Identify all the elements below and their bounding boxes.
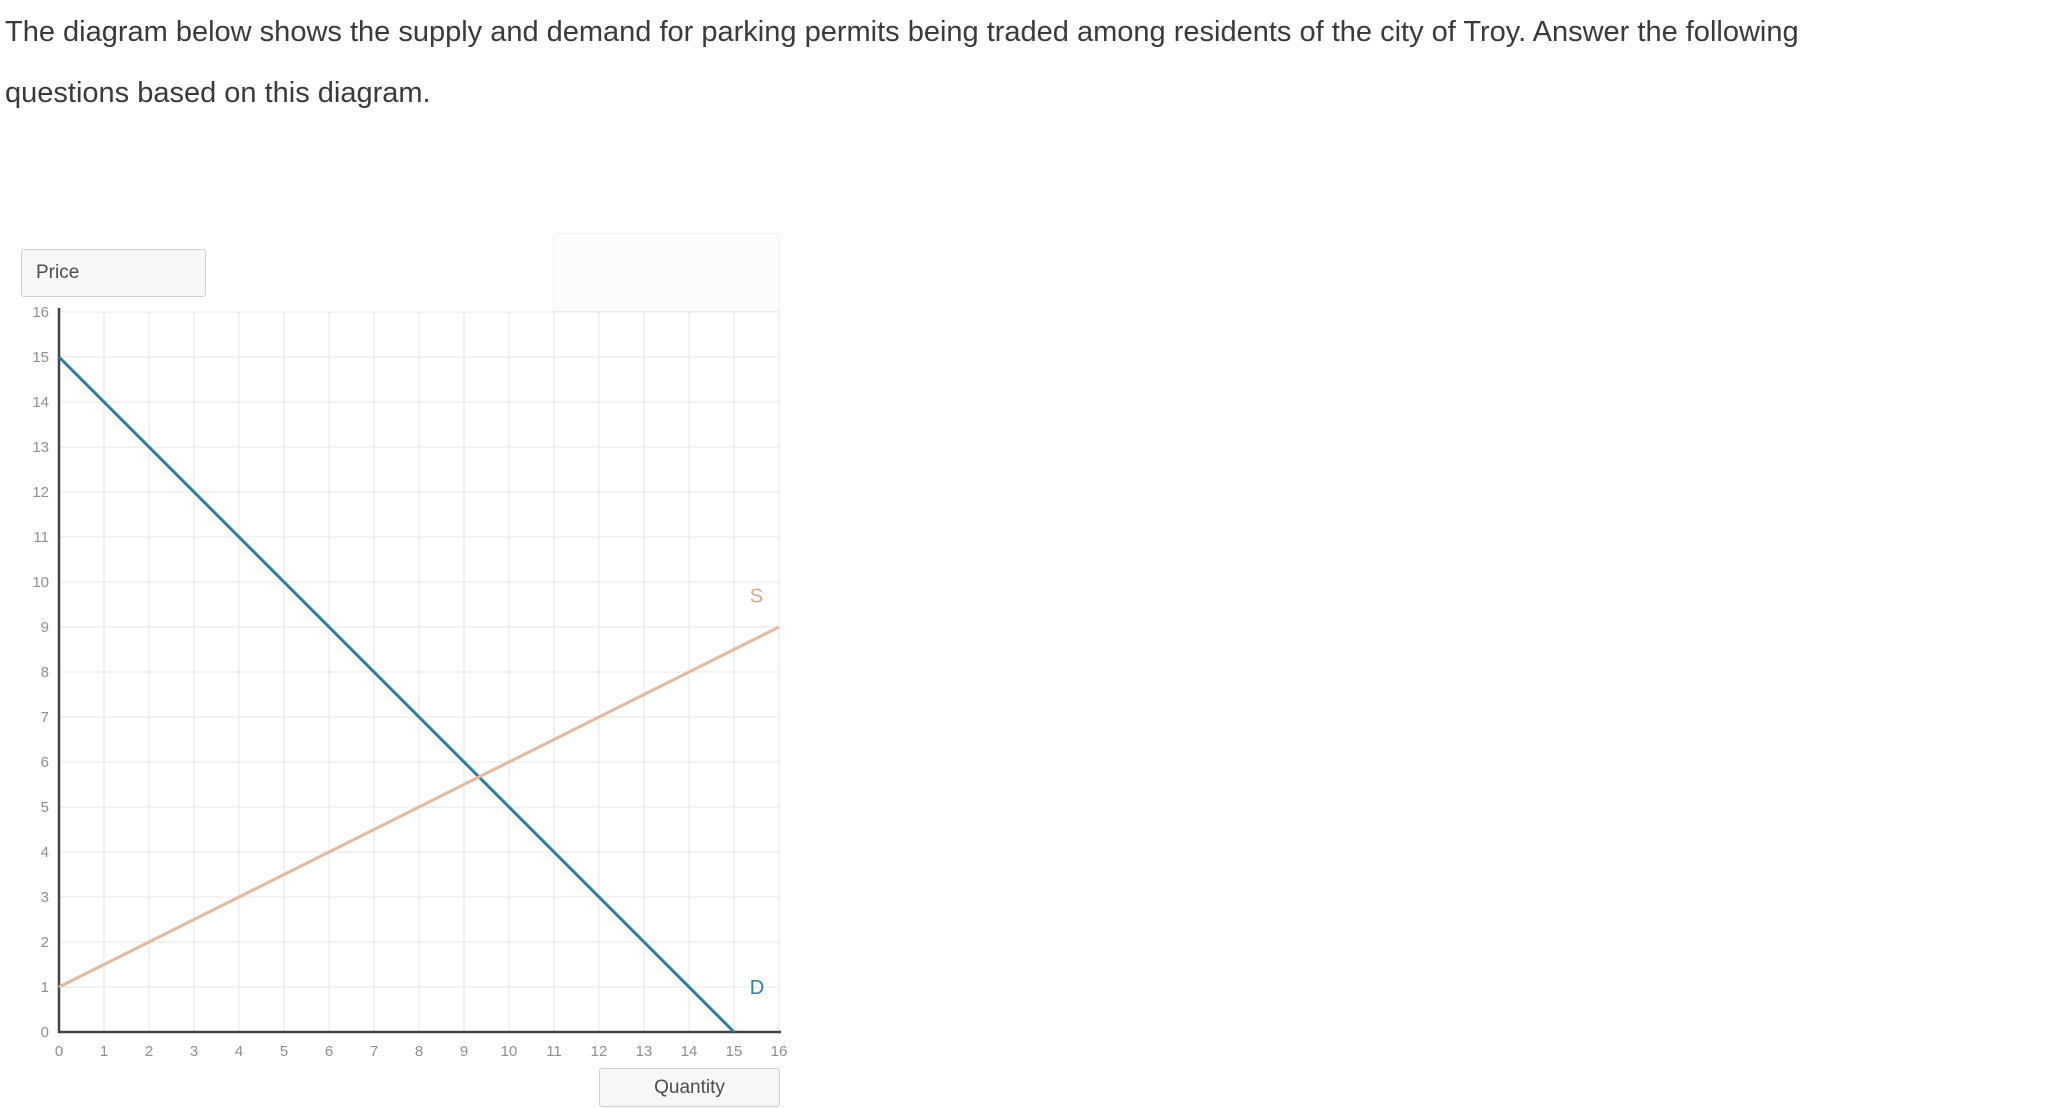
chart-title-box xyxy=(553,233,780,312)
x-tick-label: 1 xyxy=(100,1043,108,1060)
x-tick-label: 16 xyxy=(771,1043,788,1060)
x-tick-label: 15 xyxy=(726,1043,743,1060)
x-tick-label: 8 xyxy=(415,1043,423,1060)
x-tick-label: 12 xyxy=(591,1043,608,1060)
question-line-1: The diagram below shows the supply and d… xyxy=(5,16,1799,48)
demand-label: D xyxy=(750,977,764,999)
x-tick-label: 3 xyxy=(190,1043,198,1060)
y-tick-label: 12 xyxy=(32,484,49,501)
y-tick-label: 10 xyxy=(32,574,49,591)
y-tick-label: 1 xyxy=(41,979,49,996)
y-tick-label: 13 xyxy=(32,439,49,456)
y-tick-label: 6 xyxy=(41,754,49,771)
x-tick-label: 4 xyxy=(235,1043,243,1060)
x-tick-label: 7 xyxy=(370,1043,378,1060)
supply-line xyxy=(58,625,780,989)
question-line-2: questions based on this diagram. xyxy=(5,77,431,109)
y-tick-label: 15 xyxy=(32,349,49,366)
x-tick-label: 0 xyxy=(55,1043,63,1060)
y-tick-label: 8 xyxy=(41,664,49,681)
x-tick-label: 5 xyxy=(280,1043,288,1060)
y-axis-label: Price xyxy=(36,262,80,283)
y-tick-label: 14 xyxy=(32,394,49,411)
x-tick-label: 2 xyxy=(145,1043,153,1060)
x-tick-label: 14 xyxy=(681,1043,698,1060)
x-tick-label: 11 xyxy=(546,1043,562,1060)
y-tick-label: 9 xyxy=(41,619,49,636)
x-axis-label: Quantity xyxy=(654,1076,725,1098)
question-text: The diagram below shows the supply and d… xyxy=(5,2,2061,124)
x-tick-label: 10 xyxy=(501,1043,518,1060)
y-tick-label: 5 xyxy=(41,799,49,816)
supply-label: S xyxy=(750,585,763,607)
y-axis-label-box: Price xyxy=(21,249,206,297)
y-tick-label: 3 xyxy=(41,889,49,906)
x-axis-label-box: Quantity xyxy=(599,1068,780,1107)
demand-line xyxy=(57,355,736,1034)
y-tick-label: 11 xyxy=(33,529,49,546)
x-tick-label: 13 xyxy=(636,1043,653,1060)
x-tick-label: 9 xyxy=(460,1043,468,1060)
y-tick-label: 2 xyxy=(41,934,49,951)
y-tick-label: 0 xyxy=(41,1024,49,1041)
y-tick-label: 4 xyxy=(41,844,49,861)
x-tick-label: 6 xyxy=(325,1043,333,1060)
y-tick-label: 7 xyxy=(41,709,49,726)
y-tick-label: 16 xyxy=(32,304,49,321)
